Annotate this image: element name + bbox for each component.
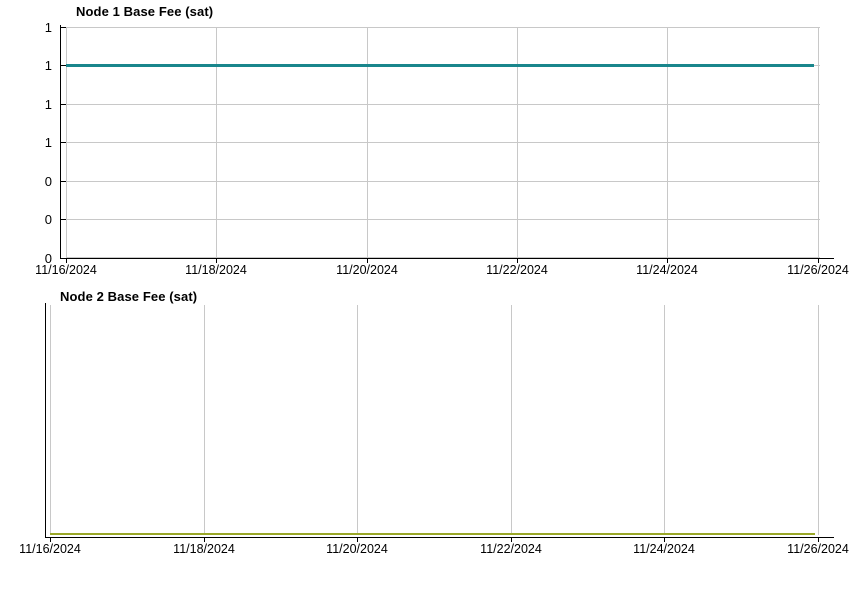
x-tick-mark — [357, 537, 358, 542]
x-tick-label: 11/26/2024 — [787, 542, 849, 556]
x-tick-mark — [50, 537, 51, 542]
gridline-horizontal — [66, 219, 820, 220]
gridline-vertical — [357, 305, 358, 535]
chart-node-1: Node 1 Base Fee (sat) 1 1 1 1 0 0 0 — [0, 0, 860, 290]
gridline-vertical — [50, 305, 51, 535]
x-tick-mark — [511, 537, 512, 542]
series-line-node-1 — [66, 64, 814, 67]
x-tick-mark — [367, 258, 368, 263]
y-tick-label: 1 — [44, 135, 52, 150]
gridline-vertical — [66, 27, 67, 258]
plot-area-node-1 — [66, 27, 820, 258]
x-tick-label: 11/20/2024 — [336, 263, 398, 277]
y-axis-line-node-2 — [45, 303, 46, 537]
x-axis-line-node-1 — [60, 258, 834, 259]
gridline-horizontal — [66, 142, 820, 143]
series-line-node-2 — [50, 533, 815, 535]
gridline-vertical — [667, 27, 668, 258]
x-tick-mark — [216, 258, 217, 263]
chart-title-node-2: Node 2 Base Fee (sat) — [60, 289, 198, 304]
y-tick-label: 1 — [44, 97, 52, 112]
gridline-vertical — [216, 27, 217, 258]
x-tick-mark — [818, 258, 819, 263]
x-tick-label: 11/26/2024 — [787, 263, 849, 277]
y-tick-mark — [60, 181, 66, 182]
y-tick-label: 0 — [44, 212, 52, 227]
x-tick-mark — [517, 258, 518, 263]
gridline-vertical — [511, 305, 512, 535]
y-tick-mark — [60, 142, 66, 143]
y-tick-label: 0 — [44, 174, 52, 189]
y-tick-mark — [60, 65, 66, 66]
x-tick-label: 11/22/2024 — [486, 263, 548, 277]
y-tick-label: 1 — [44, 58, 52, 73]
gridline-horizontal — [66, 257, 820, 258]
x-tick-mark — [664, 537, 665, 542]
chart-node-2: Node 2 Base Fee (sat) 11/16/2024 11/18/2… — [0, 285, 860, 600]
gridline-vertical — [204, 305, 205, 535]
y-tick-mark — [60, 27, 66, 28]
gridline-vertical — [517, 27, 518, 258]
x-tick-mark — [818, 537, 819, 542]
gridline-vertical — [818, 305, 819, 535]
x-tick-label: 11/16/2024 — [35, 263, 97, 277]
gridline-vertical — [664, 305, 665, 535]
x-tick-label: 11/24/2024 — [636, 263, 698, 277]
y-tick-mark — [60, 219, 66, 220]
x-tick-label: 11/20/2024 — [326, 542, 388, 556]
x-axis-line-node-2 — [45, 537, 834, 538]
y-tick-label: 1 — [44, 20, 52, 35]
x-tick-label: 11/18/2024 — [185, 263, 247, 277]
x-tick-label: 11/22/2024 — [480, 542, 542, 556]
chart-title-node-1: Node 1 Base Fee (sat) — [76, 4, 214, 19]
y-tick-mark — [60, 258, 66, 259]
x-tick-mark — [667, 258, 668, 263]
gridline-vertical — [818, 27, 819, 258]
y-tick-mark — [60, 104, 66, 105]
y-tick-label: 0 — [44, 251, 52, 266]
gridline-horizontal — [66, 181, 820, 182]
gridline-vertical — [367, 27, 368, 258]
gridline-horizontal — [66, 27, 820, 28]
x-tick-mark — [204, 537, 205, 542]
x-tick-mark — [66, 258, 67, 263]
plot-area-node-2 — [50, 305, 820, 535]
x-tick-label: 11/16/2024 — [19, 542, 81, 556]
x-tick-label: 11/18/2024 — [173, 542, 235, 556]
gridline-horizontal — [66, 104, 820, 105]
x-tick-label: 11/24/2024 — [633, 542, 695, 556]
